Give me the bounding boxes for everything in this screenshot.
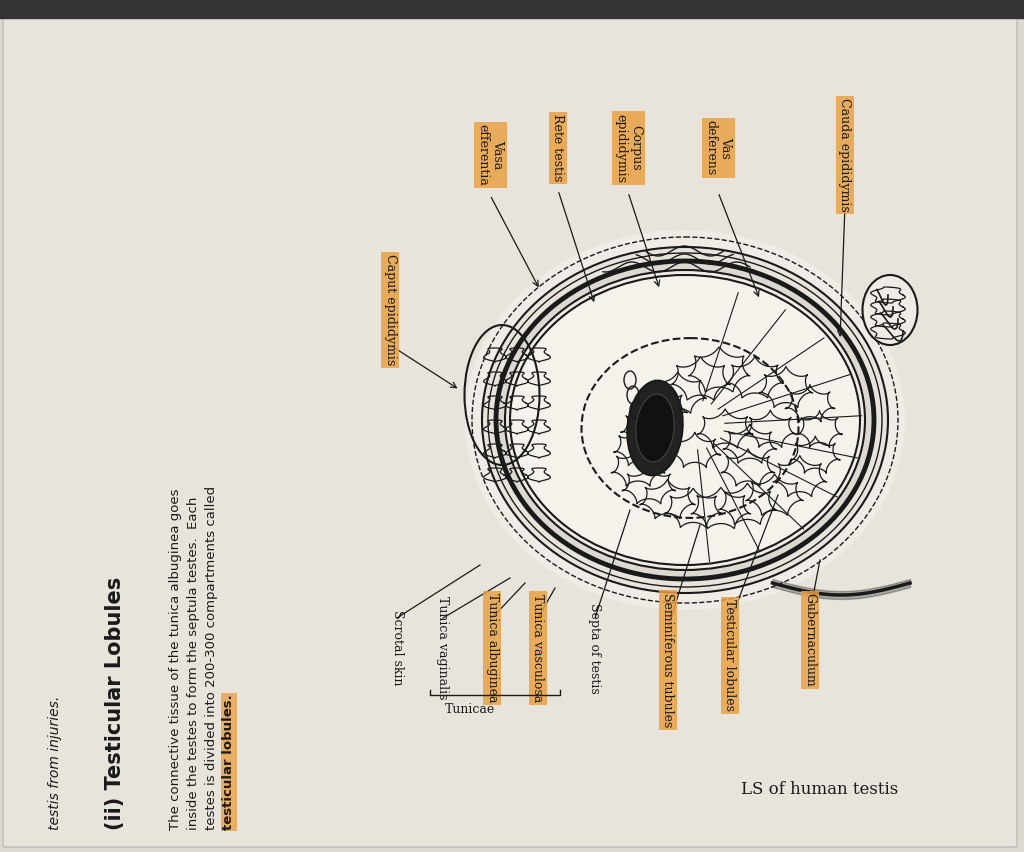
Ellipse shape — [482, 247, 888, 593]
Ellipse shape — [505, 270, 865, 570]
Text: Tunica vaginalis: Tunica vaginalis — [436, 596, 450, 699]
Text: Tunica vasculosa: Tunica vasculosa — [531, 594, 545, 702]
Text: inside the testes to form the septula testes.  Each: inside the testes to form the septula te… — [186, 497, 200, 830]
Text: Gubernaculum: Gubernaculum — [804, 593, 816, 687]
Ellipse shape — [496, 261, 874, 579]
Text: Testicular lobules: Testicular lobules — [724, 599, 736, 711]
Text: Tunica albuginea: Tunica albuginea — [485, 593, 499, 703]
Text: Scrotal skin: Scrotal skin — [390, 610, 403, 686]
Text: Caput epididymis: Caput epididymis — [384, 255, 396, 366]
Text: Cauda epididymis: Cauda epididymis — [839, 98, 852, 212]
Text: Vas
deferens: Vas deferens — [705, 120, 732, 176]
FancyBboxPatch shape — [3, 3, 1017, 847]
Ellipse shape — [465, 230, 905, 610]
Ellipse shape — [636, 394, 674, 462]
Text: The connective tissue of the tunica albuginea goes: The connective tissue of the tunica albu… — [169, 488, 181, 830]
Ellipse shape — [628, 381, 683, 475]
Text: Tunicae: Tunicae — [444, 703, 496, 716]
Text: testicular lobules.: testicular lobules. — [222, 694, 236, 830]
Text: Seminiferous tubules: Seminiferous tubules — [662, 593, 675, 728]
Ellipse shape — [510, 275, 860, 565]
Text: (ii) Testicular Lobules: (ii) Testicular Lobules — [105, 577, 125, 830]
Text: LS of human testis: LS of human testis — [741, 781, 899, 798]
Text: Corpus
epididymis: Corpus epididymis — [614, 113, 642, 182]
Text: Vasa
efferentia: Vasa efferentia — [476, 124, 504, 186]
Text: testis from injuries.: testis from injuries. — [48, 696, 62, 830]
Text: Septa of testis: Septa of testis — [589, 602, 601, 694]
Text: Rete testis: Rete testis — [552, 114, 564, 181]
Text: testes is divided into 200-300 compartments called: testes is divided into 200-300 compartme… — [205, 486, 217, 830]
Ellipse shape — [862, 275, 918, 345]
